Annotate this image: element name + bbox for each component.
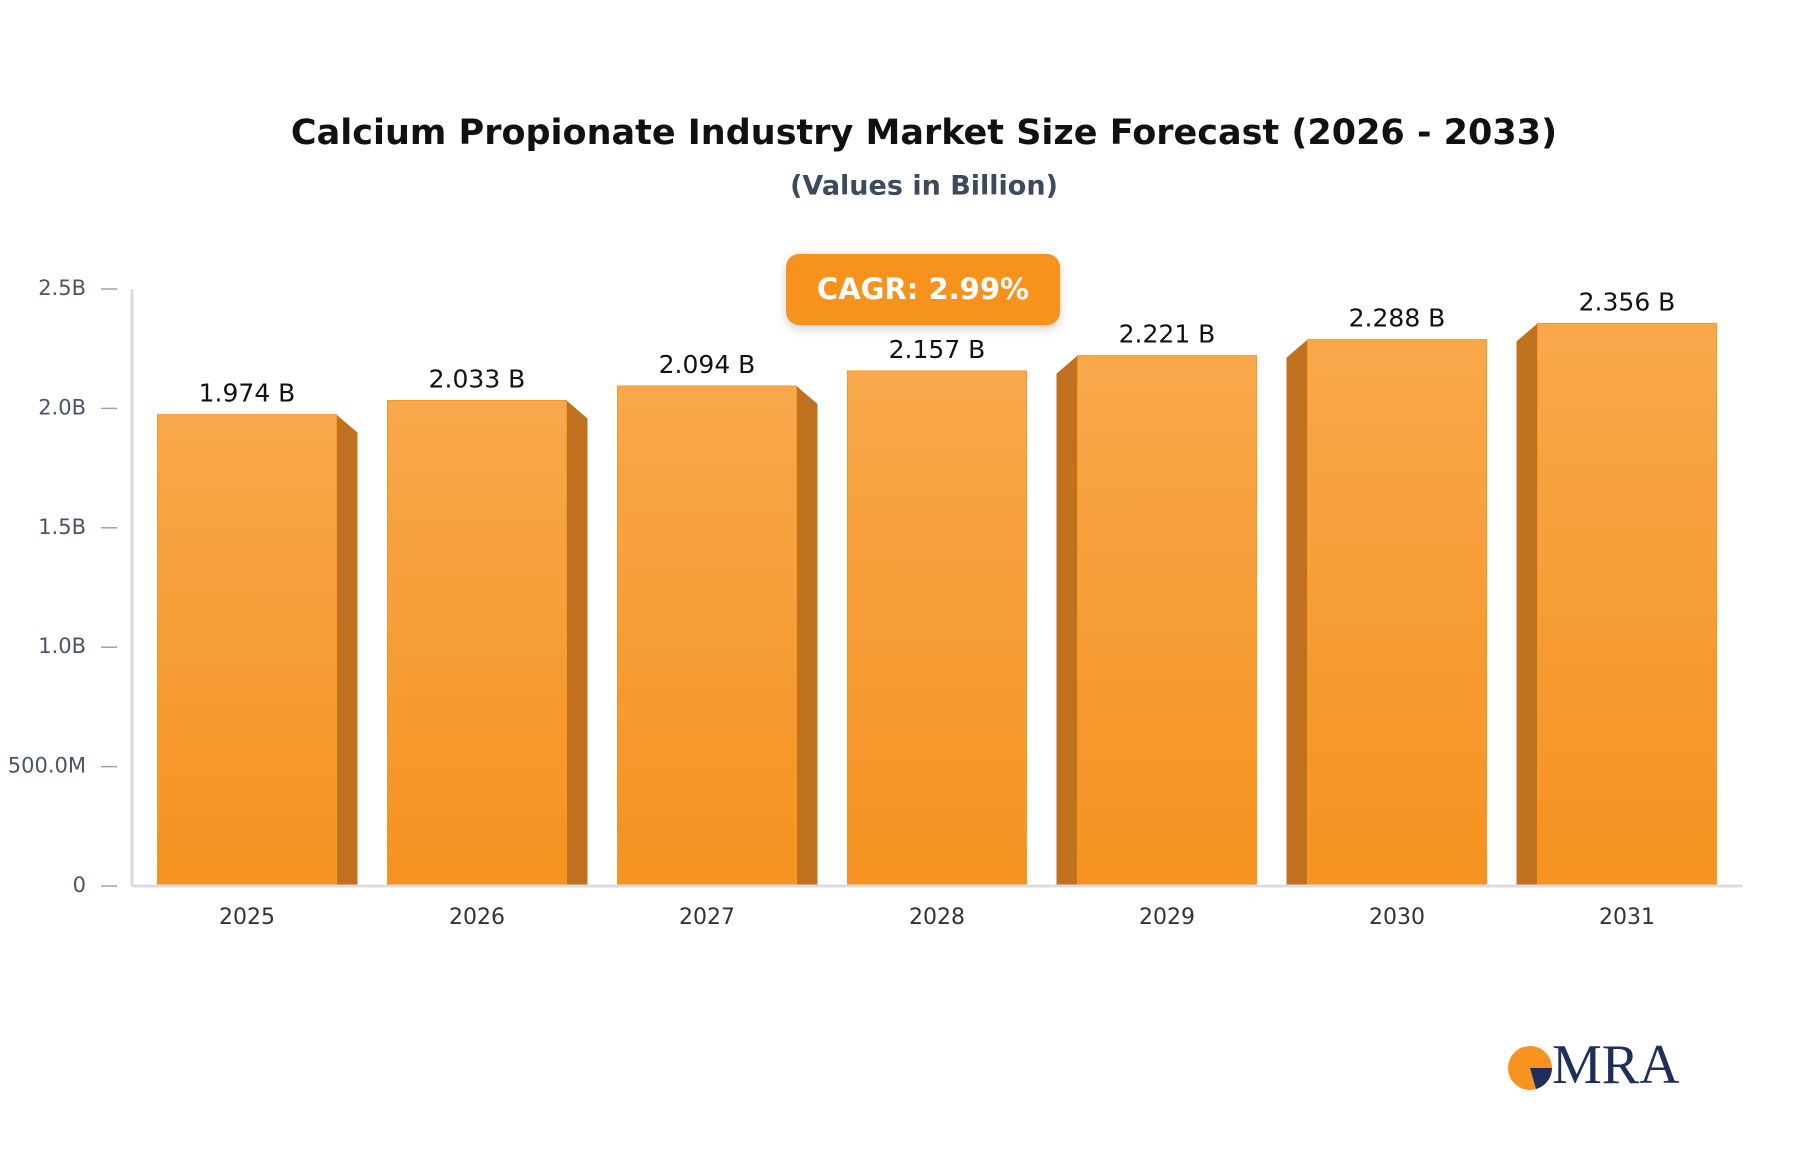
cagr-label: CAGR: 2.99% (817, 272, 1029, 306)
bar (1307, 339, 1487, 887)
bar-side (1056, 355, 1078, 886)
y-tick-label: 1.5B (38, 515, 86, 539)
bar (157, 414, 337, 887)
cagr-badge: CAGR: 2.99% (786, 254, 1060, 325)
chart-title: Calcium Propionate Industry Market Size … (291, 113, 1557, 153)
y-tick-label: 0 (73, 873, 86, 897)
cagr-box (786, 254, 1060, 325)
value-label: 2.221 B (1119, 320, 1216, 349)
x-tick-label: 2025 (219, 905, 275, 930)
x-tick-label: 2030 (1369, 905, 1425, 930)
y-tick-label: 2.5B (38, 276, 86, 300)
logo: MRA (1508, 1034, 1680, 1096)
bar-side (566, 400, 588, 886)
bar (1537, 322, 1717, 887)
logo-text: MRA (1552, 1034, 1680, 1096)
x-tick-label: 2027 (679, 905, 735, 930)
y-tick-label: 2.0B (38, 395, 86, 419)
bar-side (336, 414, 358, 886)
bar (387, 400, 567, 887)
plot-area: 0 500.0M 1.0B 1.5B 2.0B 2.5B 2025 1.974 B 2026 2.… (8, 276, 1742, 930)
y-tick-label: 500.0M (8, 754, 86, 778)
value-label: 2.094 B (659, 350, 756, 379)
x-tick-label: 2026 (449, 905, 505, 930)
value-label: 1.974 B (199, 379, 296, 408)
y-tick-label: 1.0B (38, 634, 86, 658)
bar (1077, 355, 1257, 887)
bar-side (796, 385, 818, 886)
logo-slice (1530, 1068, 1552, 1089)
value-label: 2.157 B (889, 335, 986, 364)
bar-side (1286, 339, 1308, 886)
value-label: 2.033 B (429, 365, 526, 394)
bar (617, 385, 797, 887)
value-label: 2.288 B (1349, 304, 1446, 333)
chart-subtitle: (Values in Billion) (790, 171, 1058, 202)
value-label: 2.356 B (1579, 287, 1676, 316)
bar-side (1516, 323, 1538, 886)
bar (847, 370, 1027, 887)
x-tick-label: 2028 (909, 905, 965, 930)
x-tick-label: 2031 (1599, 905, 1655, 930)
x-tick-label: 2029 (1139, 905, 1195, 930)
